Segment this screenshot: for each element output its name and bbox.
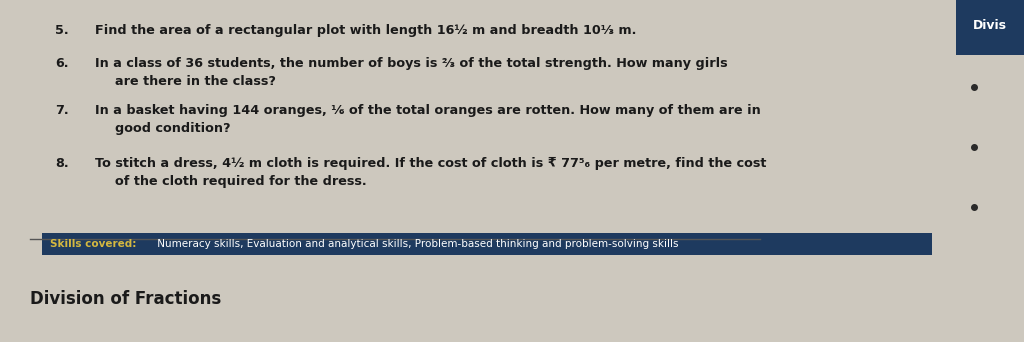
Text: are there in the class?: are there in the class? bbox=[115, 75, 275, 88]
Text: Divis: Divis bbox=[973, 19, 1007, 32]
Text: In a class of 36 students, the number of boys is ⅔ of the total strength. How ma: In a class of 36 students, the number of… bbox=[95, 57, 728, 70]
FancyBboxPatch shape bbox=[956, 0, 1024, 55]
Text: Division of Fractions: Division of Fractions bbox=[30, 290, 221, 308]
Text: 5.: 5. bbox=[55, 24, 69, 37]
Text: 7.: 7. bbox=[55, 104, 69, 117]
Text: Skills covered:: Skills covered: bbox=[50, 239, 136, 249]
Text: good condition?: good condition? bbox=[115, 122, 230, 135]
Text: 8.: 8. bbox=[55, 157, 69, 170]
FancyBboxPatch shape bbox=[42, 233, 932, 255]
Text: Numeracy skills, Evaluation and analytical skills, Problem-based thinking and pr: Numeracy skills, Evaluation and analytic… bbox=[154, 239, 679, 249]
Text: of the cloth required for the dress.: of the cloth required for the dress. bbox=[115, 175, 367, 188]
Text: Find the area of a rectangular plot with length 16½ m and breadth 10⅓ m.: Find the area of a rectangular plot with… bbox=[95, 24, 636, 37]
Text: In a basket having 144 oranges, ⅙ of the total oranges are rotten. How many of t: In a basket having 144 oranges, ⅙ of the… bbox=[95, 104, 761, 117]
Text: To stitch a dress, 4½ m cloth is required. If the cost of cloth is ₹ 77⁵₆ per me: To stitch a dress, 4½ m cloth is require… bbox=[95, 157, 766, 170]
Text: 6.: 6. bbox=[55, 57, 69, 70]
